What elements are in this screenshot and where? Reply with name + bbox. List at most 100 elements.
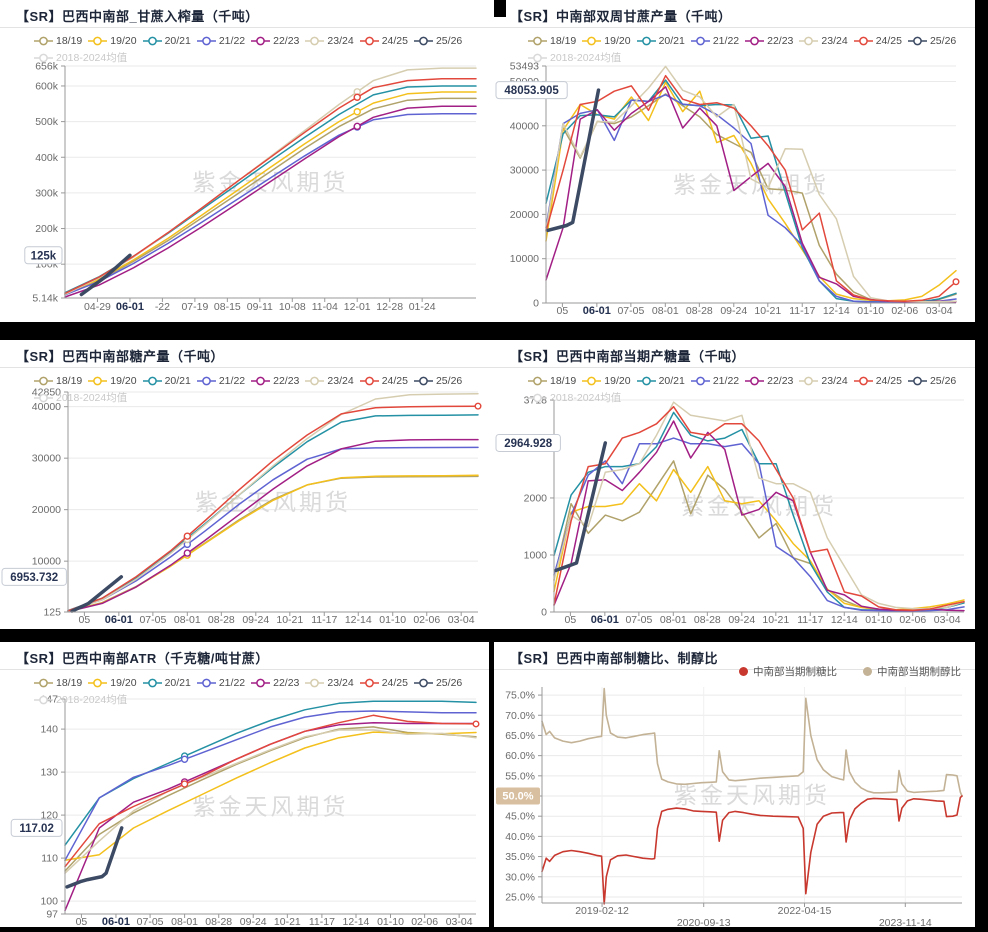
x-tick-label: 05 — [76, 916, 88, 927]
title-divider — [0, 367, 494, 368]
x-tick-label: 08-01 — [652, 305, 679, 317]
legend-item-2018-2024-[interactable]: 2018-2024均值 — [528, 50, 621, 65]
watermark: 紫金天风期货 — [681, 493, 837, 519]
legend-item-19-20[interactable]: 19/20 — [88, 677, 137, 689]
legend-item-25-26[interactable]: 25/26 — [907, 375, 956, 387]
legend-item-ratio-0[interactable]: 中南部当期制糖比 — [739, 664, 837, 679]
legend-item-19-20[interactable]: 19/20 — [88, 35, 137, 47]
x-tick-label: 06-01 — [102, 916, 130, 927]
legend-item-23-24[interactable]: 23/24 — [305, 677, 354, 689]
legend-item-21-22[interactable]: 21/22 — [196, 375, 245, 387]
legend-item-25-26[interactable]: 25/26 — [413, 677, 462, 689]
x-tick-label: 12-01 — [344, 301, 371, 313]
legend-label: 21/22 — [218, 676, 246, 689]
legend-item-18-19[interactable]: 18/19 — [528, 35, 576, 47]
legend-item-18-19[interactable]: 18/19 — [34, 375, 82, 387]
legend-item-18-19[interactable]: 18/19 — [34, 677, 82, 689]
legend-item-23-24[interactable]: 23/24 — [799, 35, 848, 47]
legend-line-marker-icon — [528, 376, 547, 385]
legend-item-19-20[interactable]: 19/20 — [88, 375, 137, 387]
y-tick-label: 200k — [35, 223, 59, 235]
legend-item-20-21[interactable]: 20/21 — [142, 677, 191, 689]
chart-plot: 紫金天风期货01000200037180506-0107-0508-0108-2… — [495, 395, 965, 626]
legend-item-2018-2024-[interactable]: 2018-2024均值 — [34, 390, 127, 405]
legend-item-23-24[interactable]: 23/24 — [305, 375, 354, 387]
legend-item-24-25[interactable]: 24/25 — [853, 35, 902, 47]
chart-legend: 18/19 19/20 20/21 21/22 22/23 23/24 24/25 25/26… — [34, 674, 485, 708]
y-tick-label: 110 — [41, 853, 58, 865]
legend-item-21-22[interactable]: 21/22 — [196, 676, 246, 689]
legend-label: 22/23 — [273, 374, 300, 387]
legend-line-marker-icon — [305, 36, 325, 45]
legend-item-24-25[interactable]: 24/25 — [359, 375, 408, 387]
legend-item-24-25[interactable]: 24/25 — [359, 677, 408, 689]
legend-item-24-25[interactable]: 24/25 — [359, 35, 408, 47]
legend-item-18-19[interactable]: 18/19 — [34, 35, 82, 47]
x-tick-label: 08-28 — [686, 305, 713, 317]
legend-item-21-22[interactable]: 21/22 — [690, 35, 739, 47]
legend-item-22-23[interactable]: 22/23 — [745, 375, 793, 387]
chart-legend: 18/19 19/20 20/21 21/22 22/23 23/24 24/25 25/26… — [34, 372, 490, 406]
y-tick-label: 5.14k — [32, 293, 58, 305]
legend-line-marker-icon — [251, 376, 271, 385]
legend-line-marker-icon — [34, 36, 53, 45]
x-tick-label: 12-28 — [376, 301, 403, 313]
legend-item-22-23[interactable]: 22/23 — [745, 35, 793, 47]
series-line-23-24 — [64, 729, 477, 874]
y-tick-label: 400k — [35, 152, 59, 164]
x-tick-label: 2022-04-15 — [778, 905, 832, 917]
legend-item-20-21[interactable]: 20/21 — [142, 34, 191, 47]
legend-item-20-21[interactable]: 20/21 — [636, 35, 685, 47]
legend-item-22-23[interactable]: 22/23 — [251, 677, 299, 689]
x-tick-label: 2023-11-14 — [879, 917, 932, 927]
x-tick-label: 10-21 — [762, 614, 789, 626]
panel-biweekly-cane-chart: 【SR】中南部双周甘蔗产量（千吨） 18/19 19/20 20/21 21/22 22… — [494, 0, 975, 322]
legend-line-marker-icon — [636, 36, 656, 45]
legend-label: 2018-2024均值 — [550, 392, 622, 404]
legend-item-25-26[interactable]: 25/26 — [413, 35, 462, 47]
series-point-marker — [183, 549, 192, 557]
legend-line-marker-icon — [413, 678, 433, 687]
y-tick-label: 75.0% — [505, 690, 535, 702]
legend-item-19-20[interactable]: 19/20 — [582, 375, 631, 387]
legend-item-23-24[interactable]: 23/24 — [799, 375, 848, 387]
x-tick-label: 09-24 — [240, 916, 267, 927]
series-line-24-25 — [545, 74, 957, 302]
legend-line-marker-icon — [528, 393, 547, 402]
legend-item-22-23[interactable]: 22/23 — [251, 375, 299, 387]
legend-line-marker-icon — [251, 36, 271, 45]
x-tick-label: 11-04 — [312, 301, 338, 313]
legend-item-ratio-1[interactable]: 中南部当期制醇比 — [863, 664, 961, 679]
legend-item-2018-2024-[interactable]: 2018-2024均值 — [528, 390, 621, 405]
legend-line-marker-icon — [359, 376, 379, 385]
legend-item-25-26[interactable]: 25/26 — [413, 375, 462, 387]
legend-item-20-21[interactable]: 20/21 — [142, 375, 191, 387]
legend-line-marker-icon — [853, 36, 873, 45]
legend-line-marker-icon — [359, 678, 379, 687]
legend-item-21-22[interactable]: 21/22 — [690, 375, 739, 387]
legend-item-23-24[interactable]: 23/24 — [305, 35, 354, 47]
legend-label: 20/21 — [164, 34, 191, 47]
legend-label: 2018-2024均值 — [550, 52, 622, 64]
legend-line-marker-icon — [34, 695, 53, 704]
y-tick-label: 53493 — [510, 61, 539, 73]
legend-line-marker-icon — [907, 376, 927, 385]
legend-item-20-21[interactable]: 20/21 — [636, 374, 685, 387]
legend-item-25-26[interactable]: 25/26 — [907, 35, 956, 47]
legend-item-21-22[interactable]: 21/22 — [196, 35, 245, 47]
legend-label: 2018-2024均值 — [56, 52, 128, 64]
legend-item-24-25[interactable]: 24/25 — [853, 374, 902, 387]
x-tick-label: 09-24 — [728, 614, 755, 626]
x-tick-label: 06-01 — [105, 614, 133, 626]
x-tick-label: 05 — [565, 614, 577, 626]
legend-label: 20/21 — [658, 374, 685, 387]
current-value-box — [1, 567, 67, 586]
legend-label: 24/25 — [875, 374, 902, 387]
y-tick-label: 20000 — [32, 504, 61, 516]
legend-item-2018-2024-[interactable]: 2018-2024均值 — [34, 692, 127, 707]
legend-item-19-20[interactable]: 19/20 — [582, 35, 631, 47]
legend-item-22-23[interactable]: 22/23 — [251, 35, 299, 47]
legend-line-marker-icon — [34, 376, 53, 385]
legend-item-2018-2024-[interactable]: 2018-2024均值 — [34, 50, 127, 65]
legend-item-18-19[interactable]: 18/19 — [528, 375, 576, 387]
